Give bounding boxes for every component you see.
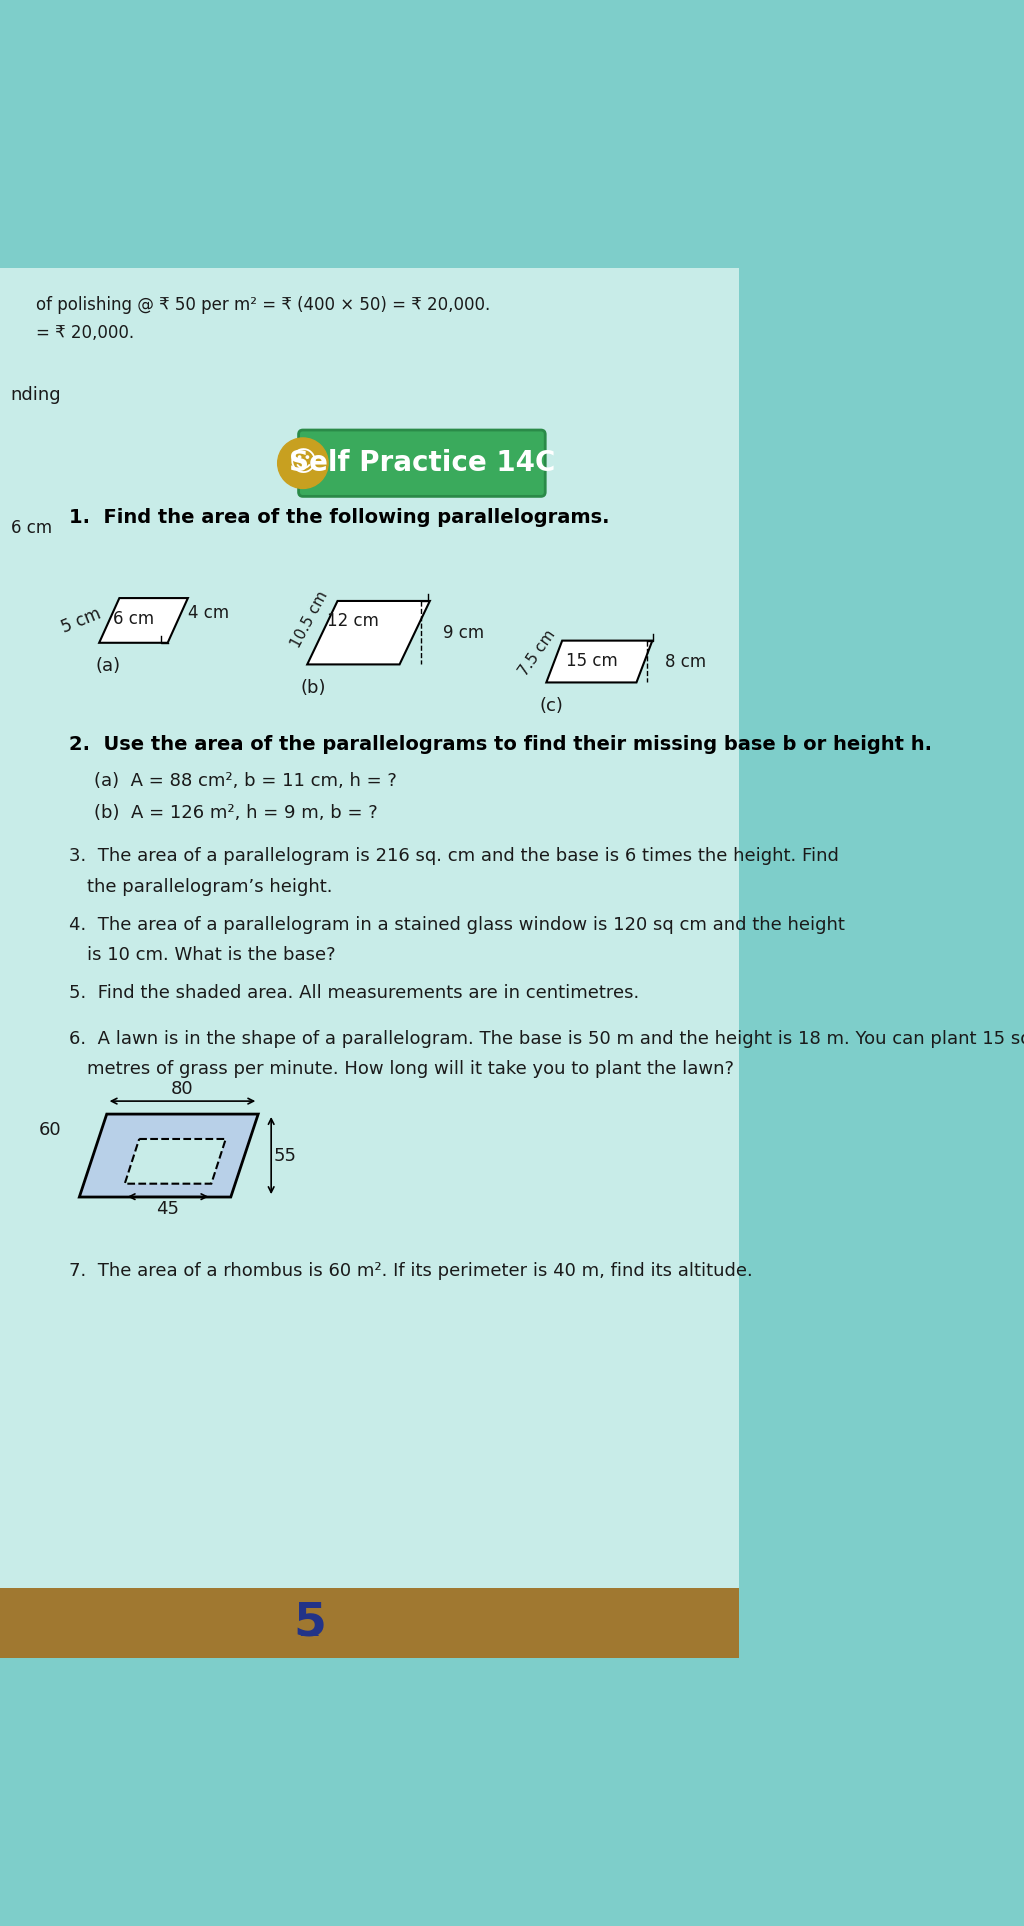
Circle shape	[278, 437, 328, 489]
Text: 4 cm: 4 cm	[187, 605, 229, 622]
Text: 45: 45	[157, 1200, 179, 1217]
Text: —: —	[300, 1626, 319, 1645]
Text: 6 cm: 6 cm	[11, 520, 52, 537]
Text: of polishing @ ₹ 50 per m² = ₹ (400 × 50) = ₹ 20,000.: of polishing @ ₹ 50 per m² = ₹ (400 × 50…	[36, 295, 490, 314]
Polygon shape	[547, 641, 652, 682]
Polygon shape	[99, 599, 187, 643]
Text: 5.  Find the shaded area. All measurements are in centimetres.: 5. Find the shaded area. All measurement…	[69, 984, 639, 1002]
Text: 55: 55	[274, 1146, 297, 1165]
Text: = ₹ 20,000.: = ₹ 20,000.	[36, 324, 134, 343]
Text: 1.  Find the area of the following parallelograms.: 1. Find the area of the following parall…	[69, 508, 609, 528]
Text: metres of grass per minute. How long will it take you to plant the lawn?: metres of grass per minute. How long wil…	[87, 1059, 733, 1079]
Text: (c): (c)	[539, 697, 563, 715]
Text: (a)  A = 88 cm², b = 11 cm, h = ?: (a) A = 88 cm², b = 11 cm, h = ?	[94, 772, 396, 790]
Text: (b)  A = 126 m², h = 9 m, b = ?: (b) A = 126 m², h = 9 m, b = ?	[94, 803, 378, 822]
Text: 8 cm: 8 cm	[665, 653, 706, 670]
Text: is 10 cm. What is the base?: is 10 cm. What is the base?	[87, 946, 335, 965]
FancyBboxPatch shape	[299, 429, 545, 497]
Text: 2.  Use the area of the parallelograms to find their missing base b or height h.: 2. Use the area of the parallelograms to…	[69, 736, 932, 753]
Text: 7.5 cm: 7.5 cm	[516, 628, 558, 678]
Text: 5: 5	[294, 1601, 327, 1645]
Text: 15 cm: 15 cm	[565, 653, 617, 670]
Text: Self Practice 14C: Self Practice 14C	[289, 449, 555, 478]
Text: (b): (b)	[300, 678, 326, 697]
Text: 6.  A lawn is in the shape of a parallelogram. The base is 50 m and the height i: 6. A lawn is in the shape of a parallelo…	[69, 1030, 1024, 1048]
Text: the parallelogram’s height.: the parallelogram’s height.	[87, 878, 332, 896]
Text: 10.5 cm: 10.5 cm	[288, 589, 331, 651]
Text: 60: 60	[39, 1121, 61, 1140]
Text: 9 cm: 9 cm	[442, 624, 484, 641]
Text: 3.  The area of a parallelogram is 216 sq. cm and the base is 6 times the height: 3. The area of a parallelogram is 216 sq…	[69, 847, 839, 865]
Text: 5 cm: 5 cm	[58, 605, 103, 636]
Text: 12 cm: 12 cm	[328, 612, 379, 630]
Text: ☺: ☺	[289, 449, 317, 478]
Text: 80: 80	[171, 1080, 194, 1098]
Text: nding: nding	[11, 385, 61, 404]
Text: (a): (a)	[95, 657, 121, 676]
Polygon shape	[79, 1113, 258, 1198]
Text: 7.  The area of a rhombus is 60 m². If its perimeter is 40 m, find its altitude.: 7. The area of a rhombus is 60 m². If it…	[69, 1262, 753, 1281]
FancyBboxPatch shape	[0, 1589, 738, 1658]
Polygon shape	[307, 601, 430, 664]
FancyBboxPatch shape	[0, 268, 738, 1658]
Text: 6 cm: 6 cm	[113, 611, 154, 628]
Text: 4.  The area of a parallelogram in a stained glass window is 120 sq cm and the h: 4. The area of a parallelogram in a stai…	[69, 915, 845, 934]
Polygon shape	[125, 1138, 225, 1184]
